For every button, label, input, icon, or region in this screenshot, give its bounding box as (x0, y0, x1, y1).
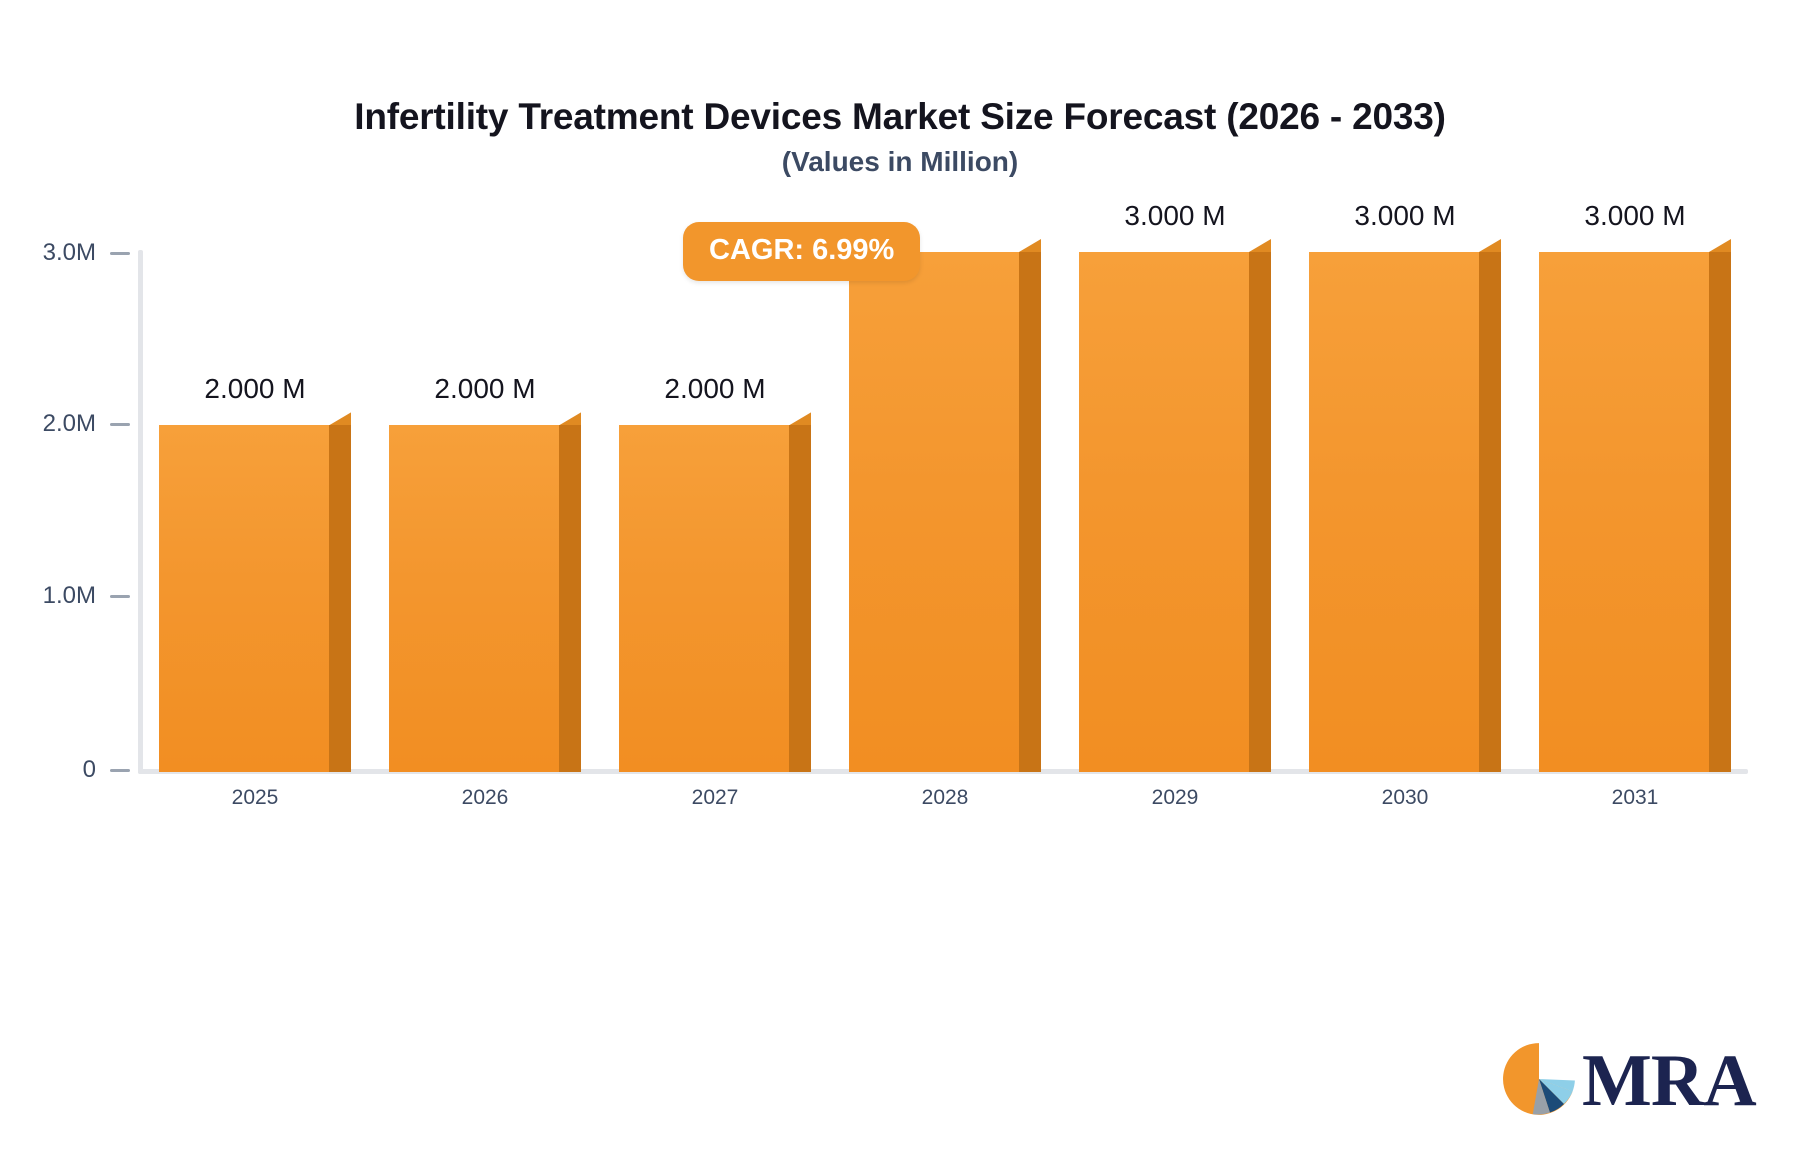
bar-top-face (1709, 239, 1731, 252)
bar-2031[interactable] (1539, 239, 1731, 772)
bar-front-face (619, 425, 789, 772)
y-axis: 3.0M 2.0M 1.0M 0 (0, 0, 138, 1156)
chart-subtitle: (Values in Million) (781, 146, 1019, 177)
y-axis-line (138, 250, 143, 774)
bar-top-face (559, 412, 581, 426)
page-title: Infertility Treatment Devices Market Siz… (354, 96, 1446, 137)
y-tick-label-0: 0 (82, 756, 96, 783)
bar-front-face (1079, 252, 1249, 772)
bar-value-label-2025: 2.000 M (204, 373, 306, 405)
bar-top-face (789, 412, 811, 426)
bar-side-face (329, 425, 351, 772)
x-tick-label-2027: 2027 (691, 786, 739, 809)
bar-2030[interactable] (1309, 239, 1501, 772)
logo-text: MRA (1582, 1040, 1757, 1123)
cagr-badge[interactable]: CAGR: 6.99% (683, 222, 921, 281)
y-tick-label-2: 2.0M (42, 410, 96, 437)
x-tick-label-2030: 2030 (1381, 786, 1429, 809)
bar-2028[interactable] (849, 239, 1041, 772)
bar-front-face (159, 425, 329, 772)
bar-top-face (1479, 239, 1501, 252)
bar-front-face (389, 425, 559, 772)
bar-value-label-2029: 3.000 M (1124, 200, 1226, 231)
bar-front-face (849, 252, 1019, 772)
bar-top-face (1249, 239, 1271, 252)
bar-side-face (1019, 252, 1041, 772)
bar-value-label-2027: 2.000 M (664, 373, 766, 405)
bar-side-face (559, 425, 581, 772)
x-tick-label-2029: 2029 (1151, 786, 1199, 809)
pie-chart-icon (1500, 1040, 1578, 1123)
brand-logo: MRA (1500, 1040, 1757, 1123)
bar-side-face (1709, 252, 1731, 772)
bar-top-face (329, 412, 351, 426)
bar-2029[interactable] (1079, 239, 1271, 772)
bar-top-face (1019, 239, 1041, 252)
bar-side-face (789, 425, 811, 772)
x-tick-label-2025: 2025 (231, 786, 279, 809)
y-tick-dash-3 (110, 252, 130, 255)
x-tick-label-2026: 2026 (461, 786, 509, 809)
bar-side-face (1249, 252, 1271, 772)
y-tick-label-3: 3.0M (42, 239, 96, 266)
y-tick-dash-0 (110, 769, 130, 772)
y-tick-dash-2 (110, 423, 130, 426)
bar-front-face (1539, 252, 1709, 772)
bar-value-label-2031: 3.000 M (1584, 200, 1686, 231)
bar-2027[interactable] (619, 412, 811, 772)
bar-2026[interactable] (389, 412, 581, 772)
bar-side-face (1479, 252, 1501, 772)
x-tick-label-2031: 2031 (1611, 786, 1659, 809)
bar-2025[interactable] (159, 412, 351, 772)
y-tick-label-1: 1.0M (42, 582, 96, 609)
bar-value-label-2026: 2.000 M (434, 373, 536, 405)
y-tick-dash-1 (110, 595, 130, 598)
bar-value-label-2030: 3.000 M (1354, 200, 1456, 231)
bar-front-face (1309, 252, 1479, 772)
x-tick-label-2028: 2028 (921, 786, 969, 809)
